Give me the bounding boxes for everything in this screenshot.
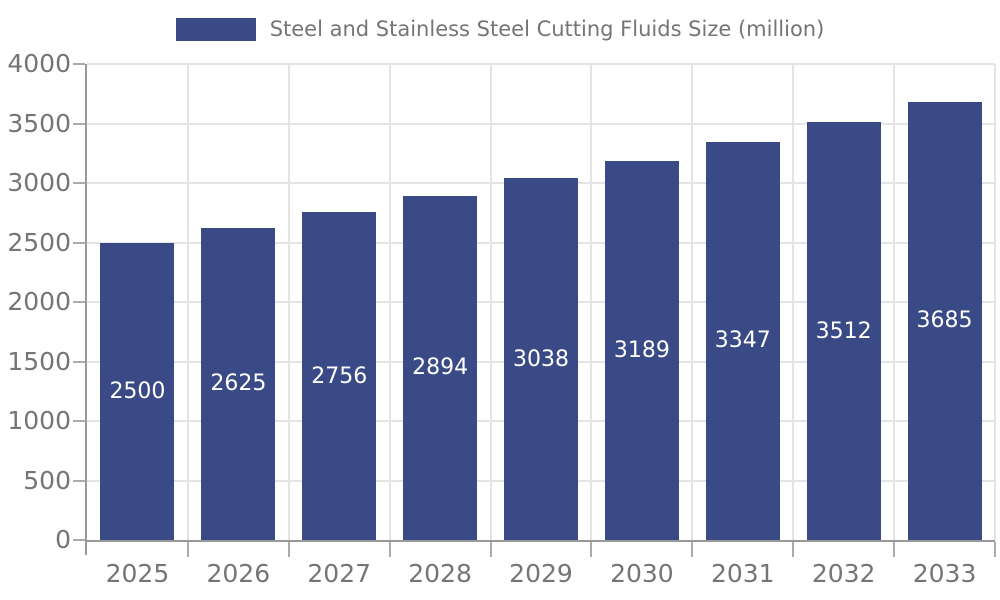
- y-tick-label-1500: 1500: [7, 346, 71, 376]
- y-tick-label-3000: 3000: [7, 168, 71, 197]
- y-tick-label-3500: 3500: [7, 108, 71, 138]
- bar-2032: 3512: [806, 122, 881, 540]
- x-tick-label-2027: 2027: [307, 559, 372, 588]
- bar-value-label-2031: 3347: [714, 328, 771, 354]
- x-tick-label-2031: 2031: [710, 559, 775, 588]
- x-axis-tick-2: [287, 542, 290, 557]
- bar-value-label-2029: 3038: [513, 346, 569, 372]
- v-gridline-3: [388, 64, 391, 540]
- x-tick-label-2033: 2033: [912, 559, 977, 588]
- y-axis-tick-2500: [73, 241, 85, 244]
- y-tick-label-2000: 2000: [7, 287, 71, 316]
- legend: Steel and Stainless Steel Cutting Fluids…: [0, 17, 1000, 41]
- x-axis-tick-8: [893, 542, 896, 557]
- bar-value-label-2027: 2756: [311, 363, 368, 389]
- bar-value-label-2026: 2625: [210, 371, 267, 397]
- y-axis-tick-1500: [73, 360, 85, 363]
- v-gridline-4: [489, 64, 492, 540]
- x-tick-label-2032: 2032: [811, 559, 876, 588]
- y-axis-line: [85, 64, 87, 555]
- x-tick-label-2030: 2030: [610, 559, 674, 588]
- v-gridline-1: [186, 64, 189, 540]
- bar-2033: 3685: [907, 101, 982, 540]
- x-tick-label-2029: 2029: [509, 559, 573, 588]
- v-gridline-9: [994, 64, 996, 540]
- x-tick-label-2026: 2026: [206, 559, 271, 588]
- y-axis-tick-3500: [73, 122, 85, 125]
- bar-2030: 3189: [604, 160, 679, 540]
- x-tick-label-2028: 2028: [408, 559, 472, 588]
- legend-swatch: [175, 17, 256, 41]
- y-axis-tick-3000: [73, 182, 85, 184]
- x-axis-tick-5: [590, 542, 593, 557]
- y-axis-tick-0: [73, 539, 85, 541]
- bar-2027: 2756: [302, 212, 377, 540]
- plot-area: 0 500 1000 1500 2000 2500 3000 3500 4000 2500 2025…: [7, 49, 996, 588]
- bar-2031: 3347: [705, 141, 780, 540]
- x-tick-label-2025: 2025: [105, 559, 170, 588]
- legend-label: Steel and Stainless Steel Cutting Fluids…: [269, 17, 825, 41]
- bar-value-label-2025: 2500: [109, 378, 166, 404]
- bar-value-label-2032: 3512: [815, 318, 872, 344]
- h-gridline-4000: [87, 63, 995, 65]
- y-tick-label-4000: 4000: [7, 49, 71, 78]
- v-gridline-2: [287, 64, 290, 540]
- y-axis-tick-2000: [73, 301, 85, 303]
- bar-value-label-2033: 3685: [916, 308, 973, 334]
- bar-2026: 2625: [201, 227, 276, 540]
- x-axis-tick-9: [994, 542, 996, 557]
- v-gridline-7: [792, 64, 795, 540]
- bar-value-label-2030: 3189: [613, 337, 670, 363]
- y-tick-label-2500: 2500: [7, 227, 71, 257]
- v-gridline-8: [893, 64, 896, 540]
- h-gridline-3500: [87, 122, 995, 125]
- x-axis-tick-6: [691, 542, 694, 557]
- v-gridline-6: [691, 64, 694, 540]
- x-axis-tick-1: [186, 542, 189, 557]
- x-axis-tick-3: [388, 542, 391, 557]
- bar-2029: 3038: [504, 178, 578, 540]
- bar-2028: 2894: [403, 195, 478, 540]
- x-axis-tick-7: [792, 542, 795, 557]
- bar-2025: 2500: [100, 242, 175, 540]
- bar-value-label-2028: 2894: [412, 355, 469, 381]
- y-tick-label-0: 0: [55, 525, 71, 554]
- v-gridline-5: [590, 64, 593, 540]
- y-axis-tick-4000: [73, 63, 85, 65]
- y-axis-tick-500: [73, 479, 85, 482]
- y-tick-label-500: 500: [23, 465, 71, 495]
- x-axis-tick-4: [489, 542, 492, 557]
- x-axis-line: [85, 540, 995, 542]
- y-tick-label-1000: 1000: [7, 406, 71, 435]
- y-axis-tick-1000: [73, 420, 85, 422]
